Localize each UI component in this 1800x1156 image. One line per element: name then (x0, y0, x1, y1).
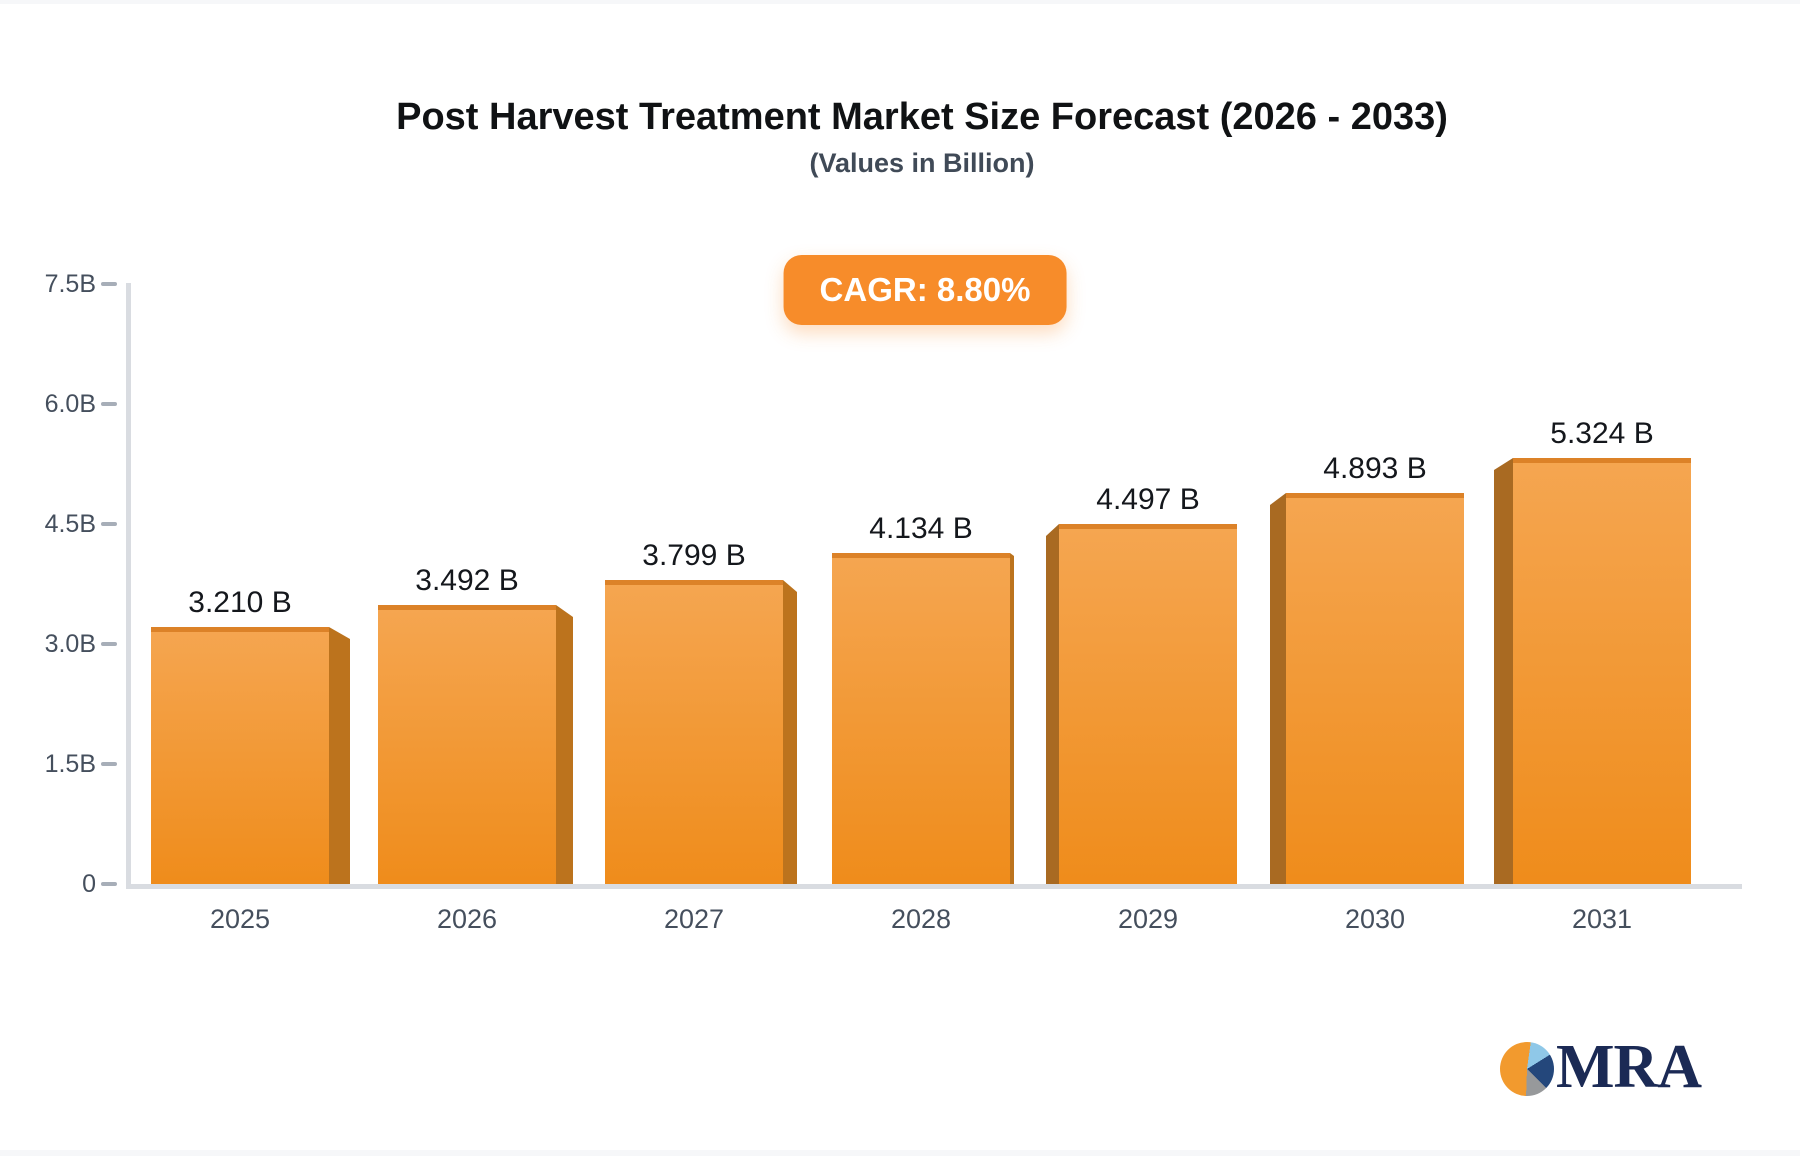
bar-top-edge (605, 580, 783, 585)
bar-side-face (1010, 553, 1014, 884)
y-tick-label: 7.5B (44, 270, 96, 298)
bar-2027 (605, 580, 783, 884)
cagr-badge: CAGR: 8.80% (783, 255, 1067, 325)
bar-value-label: 4.893 B (1323, 452, 1427, 485)
bar-2028 (832, 553, 1010, 884)
bar-2025 (151, 627, 329, 884)
bar-side-face (1494, 458, 1513, 884)
bar-top-edge (832, 553, 1010, 558)
bar-side-face (783, 580, 797, 884)
y-tick-label: 1.5B (44, 750, 96, 778)
x-axis-label-2031: 2031 (1571, 904, 1633, 934)
y-tick-mark (101, 402, 117, 406)
bar-value-label: 3.799 B (642, 539, 746, 572)
bar-2026 (378, 605, 556, 884)
y-tick-mark (101, 522, 117, 526)
x-axis-label-2027: 2027 (663, 904, 725, 934)
bar-side-face (556, 605, 573, 884)
page-edge-top (0, 0, 1800, 4)
pie-chart-logo-icon (1500, 1042, 1554, 1096)
bar-2030 (1286, 493, 1464, 884)
bar-side-face (1270, 493, 1286, 884)
x-axis-label-2026: 2026 (436, 904, 498, 934)
x-axis-label-2030: 2030 (1344, 904, 1406, 934)
x-axis-label-2029: 2029 (1117, 904, 1179, 934)
x-axis-line (126, 884, 1742, 889)
bar-top-edge (1059, 524, 1237, 529)
bar-value-label: 3.210 B (188, 586, 292, 619)
chart-subtitle: (Values in Billion) (809, 148, 1035, 178)
bar-value-label: 3.492 B (415, 564, 519, 597)
bar-value-label: 5.324 B (1550, 417, 1654, 450)
bar-top-edge (378, 605, 556, 610)
bar-top-edge (1286, 493, 1464, 498)
bar-value-label: 4.497 B (1096, 483, 1200, 516)
y-tick-label: 3.0B (44, 630, 96, 658)
x-axis-label-2025: 2025 (209, 904, 271, 934)
x-axis-label-2028: 2028 (890, 904, 952, 934)
bar-top-edge (1513, 458, 1691, 463)
y-tick-mark (101, 642, 117, 646)
bar-top-edge (151, 627, 329, 632)
y-tick-label: 4.5B (44, 510, 96, 538)
mra-logo: MRA (1500, 1033, 1702, 1101)
bar-value-label: 4.134 B (869, 512, 973, 545)
y-tick-mark (101, 282, 117, 286)
y-tick-label: 0 (82, 870, 96, 898)
bar-side-face (329, 627, 350, 884)
bar-side-face (1046, 524, 1059, 884)
y-tick-mark (101, 762, 117, 766)
bar-2031 (1513, 458, 1691, 884)
y-axis-line (126, 283, 131, 889)
y-tick-mark (101, 882, 117, 886)
page-edge-bottom (0, 1150, 1800, 1156)
y-tick-label: 6.0B (44, 390, 96, 418)
bar-2029 (1059, 524, 1237, 884)
logo-text: MRA (1556, 1033, 1702, 1101)
chart-title: Post Harvest Treatment Market Size Forec… (396, 96, 1448, 138)
